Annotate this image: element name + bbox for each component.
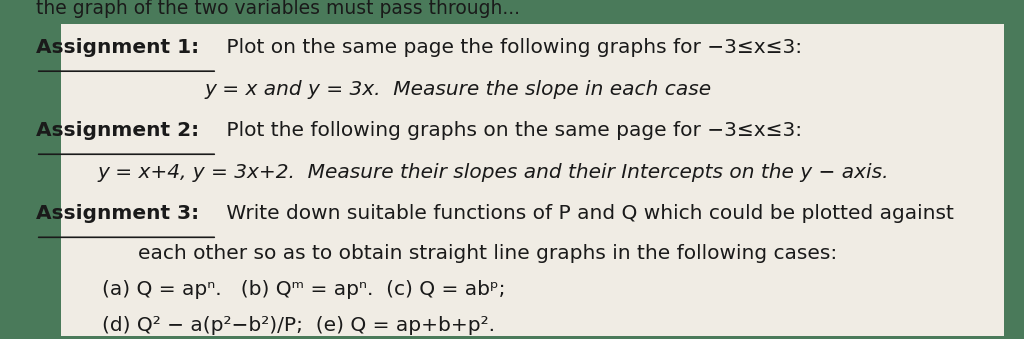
Text: the graph of the two variables must pass through...: the graph of the two variables must pass…	[36, 0, 520, 18]
Text: Write down suitable functions of P and Q which could be plotted against: Write down suitable functions of P and Q…	[220, 204, 954, 223]
FancyBboxPatch shape	[61, 24, 1004, 336]
Text: y = x+4, y = 3x+2.  Measure their slopes and their Intercepts on the y − axis.: y = x+4, y = 3x+2. Measure their slopes …	[97, 163, 889, 182]
Text: Assignment 2:: Assignment 2:	[36, 121, 199, 140]
Text: (a) Q = apⁿ.   (b) Qᵐ = apⁿ.  (c) Q = abᵖ;: (a) Q = apⁿ. (b) Qᵐ = apⁿ. (c) Q = abᵖ;	[102, 280, 506, 299]
Text: y = x and y = 3x.  Measure the slope in each case: y = x and y = 3x. Measure the slope in e…	[205, 80, 712, 99]
Text: Assignment 1:: Assignment 1:	[36, 38, 199, 57]
Text: Assignment 3:: Assignment 3:	[36, 204, 199, 223]
Text: Plot the following graphs on the same page for −3≤x≤3:: Plot the following graphs on the same pa…	[220, 121, 802, 140]
Text: Plot on the same page the following graphs for −3≤x≤3:: Plot on the same page the following grap…	[220, 38, 802, 57]
Text: (d) Q² − a(p²−b²)/P;  (e) Q = ap+b+p².: (d) Q² − a(p²−b²)/P; (e) Q = ap+b+p².	[102, 316, 496, 335]
Text: each other so as to obtain straight line graphs in the following cases:: each other so as to obtain straight line…	[138, 244, 838, 263]
